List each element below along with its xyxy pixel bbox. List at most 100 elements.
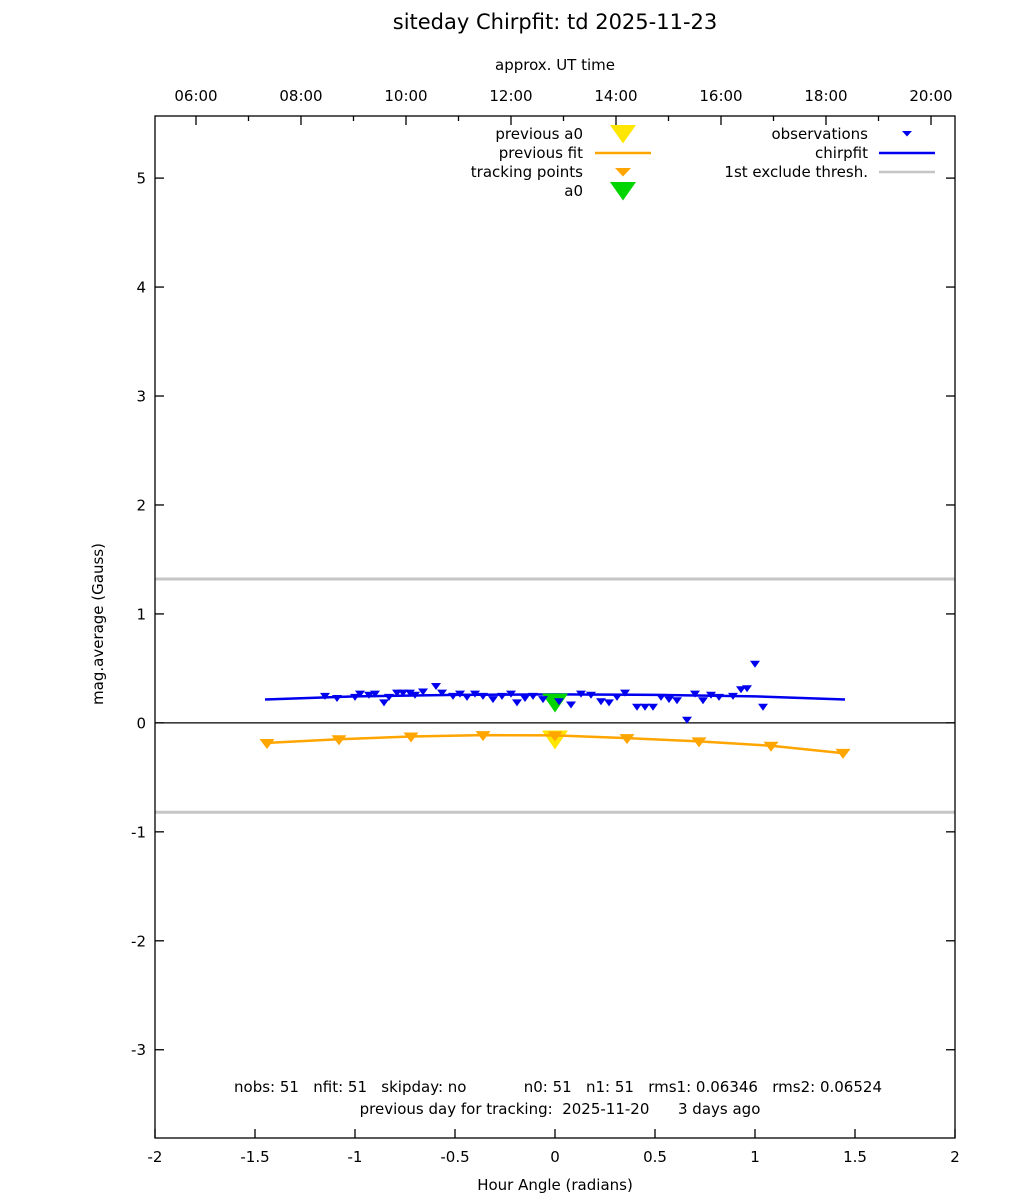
tracking-point-marker (547, 731, 563, 742)
observation-marker (398, 689, 408, 697)
legend-entry-label: observations (771, 124, 868, 143)
observation-marker (528, 692, 538, 700)
observation-marker (405, 689, 415, 697)
observation-marker (664, 696, 674, 704)
top-axis-title: approx. UT time (495, 56, 615, 74)
observation-marker (682, 716, 692, 724)
top-tick-label: 10:00 (384, 87, 427, 105)
top-tick-label: 18:00 (804, 87, 847, 105)
observation-marker (620, 689, 630, 697)
x-tick-label: -1 (348, 1148, 363, 1166)
observation-marker (355, 690, 365, 698)
legend-entry: previous a0 (360, 124, 663, 143)
y-tick-label: -1 (131, 823, 146, 841)
observation-marker (455, 690, 465, 698)
legend-triangle-marker (615, 167, 631, 176)
observation-marker (690, 690, 700, 698)
observation-marker (462, 693, 472, 701)
observation-marker (478, 692, 488, 700)
observation-marker (554, 698, 564, 706)
observation-marker (320, 692, 330, 700)
observation-marker (350, 693, 360, 701)
legend-left: previous a0 previous fit tracking points a0 (360, 124, 663, 200)
y-axis-title: mag.average (Gauss) (89, 543, 107, 705)
observation-marker (736, 686, 746, 694)
observation-marker (520, 695, 530, 703)
observation-marker (437, 689, 447, 697)
tracking-point-marker (259, 739, 275, 750)
observation-marker (410, 691, 420, 699)
observation-marker (470, 690, 480, 698)
legend-entry-marker (583, 167, 663, 177)
y-tick-label: 4 (136, 279, 146, 297)
observation-marker (612, 693, 622, 701)
legend-line-sample (879, 170, 935, 173)
x-tick-label: -2 (148, 1148, 163, 1166)
tracking-point-marker (403, 732, 419, 743)
legend-entry-label: a0 (564, 181, 583, 200)
x-tick-label: 1.5 (843, 1148, 867, 1166)
observation-marker (379, 699, 389, 707)
legend-entry-label: chirpfit (815, 143, 868, 162)
legend-triangle-marker (902, 131, 912, 137)
tracking-point-marker (619, 734, 635, 745)
observation-marker (384, 693, 394, 701)
legend-entry: previous fit (360, 143, 663, 162)
y-tick-label: -3 (131, 1041, 146, 1059)
y-tick-label: 2 (136, 496, 146, 514)
observation-marker (488, 696, 498, 704)
legend-entry: chirpfit (626, 143, 946, 162)
observation-marker (706, 691, 716, 699)
top-tick-label: 14:00 (594, 87, 637, 105)
stats-line-2: previous day for tracking: 2025-11-20 3 … (359, 1100, 761, 1118)
legend-right: observations chirpfit 1st exclude thresh. (626, 124, 946, 181)
stats-line-1: nobs: 51 nfit: 51 skipday: no n0: 51 n1:… (234, 1078, 882, 1096)
x-tick-label: 2 (950, 1148, 960, 1166)
legend-line-sample (879, 151, 935, 154)
observation-marker (364, 691, 374, 699)
tracking-point-marker (763, 741, 779, 752)
y-tick-label: 5 (136, 170, 146, 188)
observation-marker (431, 683, 441, 691)
observation-marker (512, 699, 522, 707)
top-tick-label: 20:00 (909, 87, 952, 105)
observation-marker (648, 703, 658, 711)
legend-entry: a0 (360, 181, 663, 200)
x-tick-label: 1 (750, 1148, 760, 1166)
observation-marker (640, 703, 650, 711)
legend-entry-marker (583, 149, 663, 157)
observation-marker (566, 701, 576, 709)
observation-marker (758, 703, 768, 711)
observation-marker (656, 693, 666, 701)
observation-marker (448, 692, 458, 700)
observation-marker (742, 685, 752, 693)
legend-entry-marker (868, 149, 946, 157)
top-tick-label: 06:00 (174, 87, 217, 105)
observation-marker (418, 688, 428, 696)
y-tick-label: 1 (136, 605, 146, 623)
observation-marker (332, 695, 342, 703)
top-tick-label: 12:00 (489, 87, 532, 105)
legend-entry-marker (583, 181, 663, 201)
x-tick-label: 0 (550, 1148, 560, 1166)
observation-marker (604, 699, 614, 707)
y-tick-label: 3 (136, 388, 146, 406)
legend-entry-marker (583, 124, 663, 144)
y-tick-label: -2 (131, 932, 146, 950)
observation-marker (714, 693, 724, 701)
observation-marker (596, 698, 606, 706)
observation-marker (370, 690, 380, 698)
observation-marker (672, 697, 682, 705)
legend-line-sample (595, 151, 651, 154)
top-tick-label: 16:00 (699, 87, 742, 105)
observation-marker (586, 691, 596, 699)
observation-marker (506, 690, 516, 698)
tracking-point-marker (331, 735, 347, 746)
tracking-point-marker (475, 731, 491, 742)
legend-entry-marker (868, 130, 946, 137)
observation-marker (576, 690, 586, 698)
x-axis-title: Hour Angle (radians) (477, 1176, 633, 1194)
y-tick-label: 0 (136, 714, 146, 732)
observation-marker (538, 696, 548, 704)
legend-triangle-marker (610, 124, 636, 143)
